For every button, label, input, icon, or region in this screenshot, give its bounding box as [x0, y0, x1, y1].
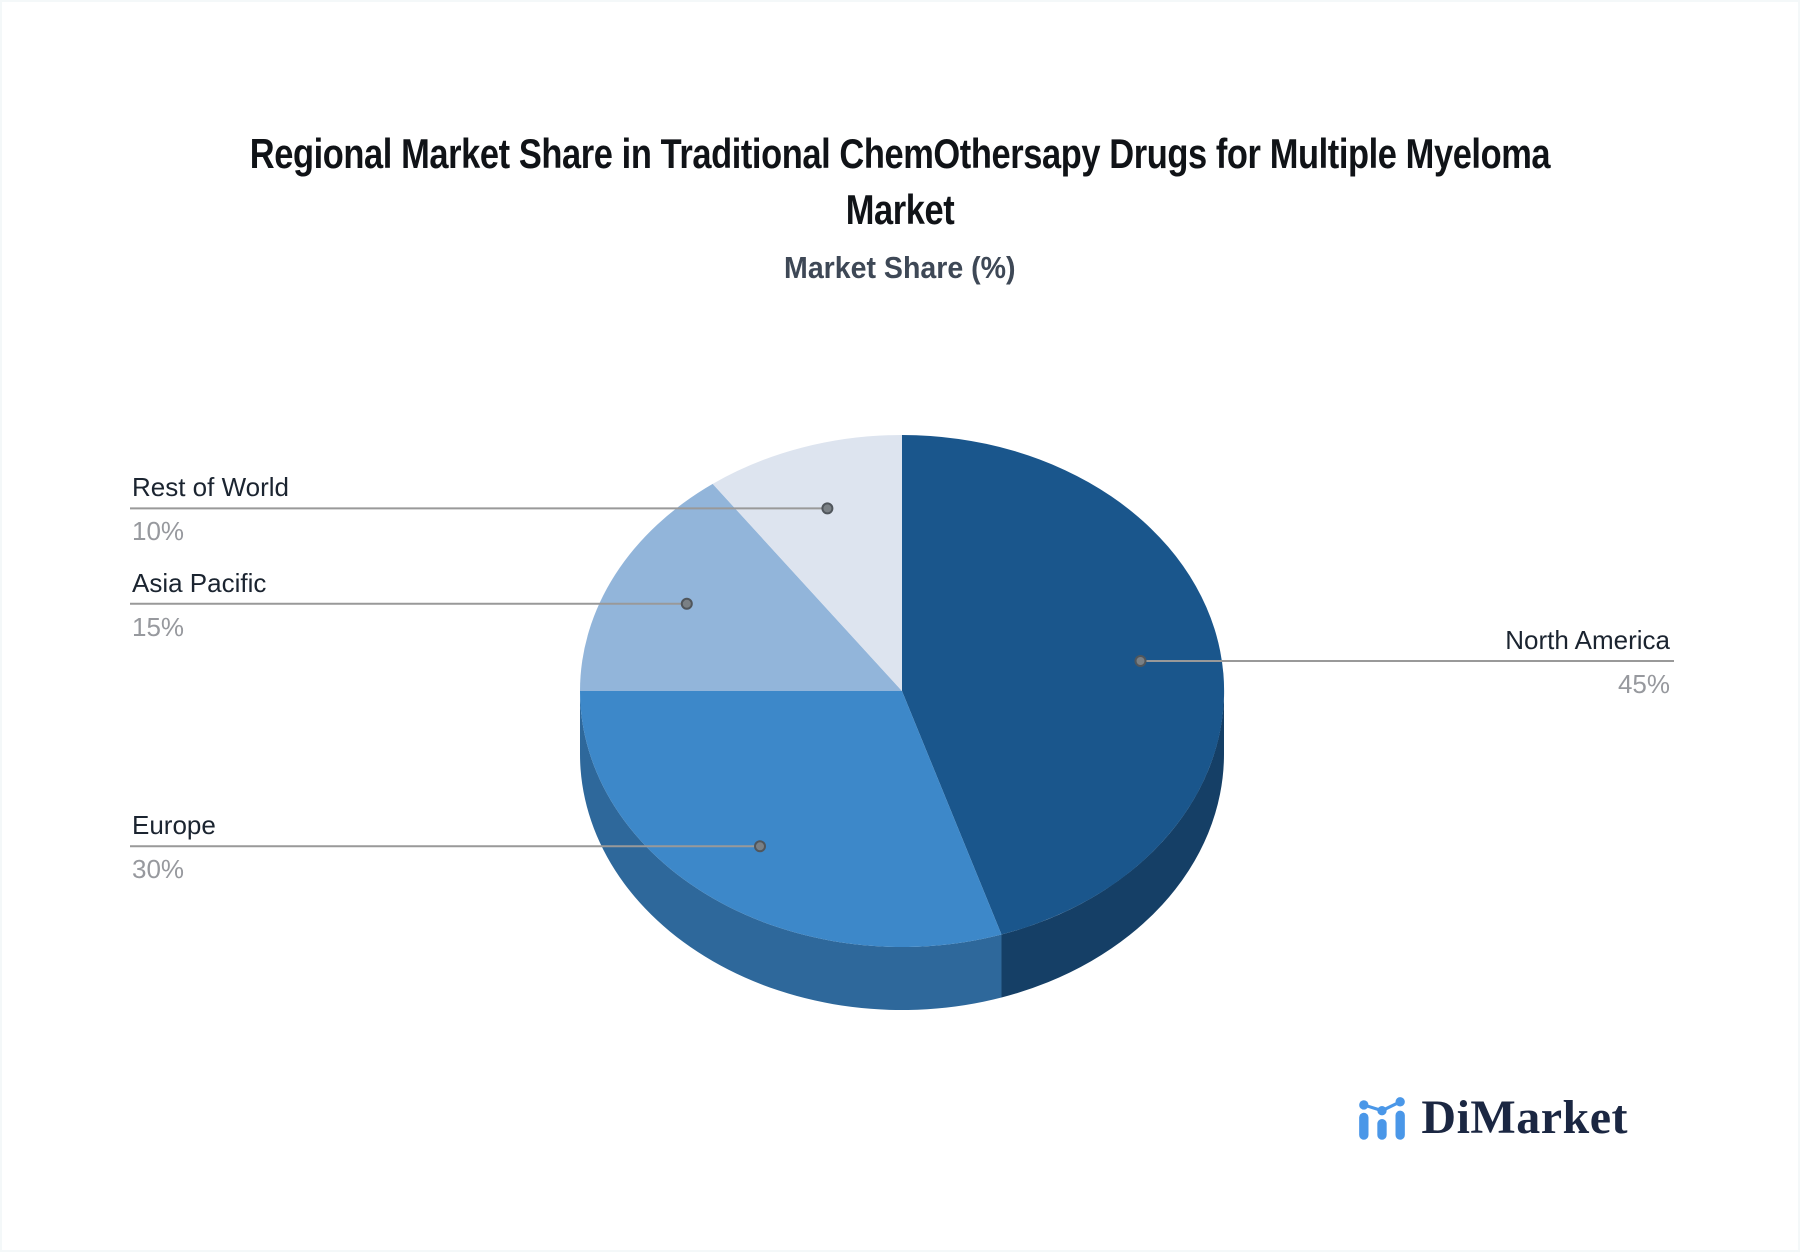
chart-title-line1: Regional Market Share in Traditional Che…: [249, 130, 1551, 177]
pie-slice-rest-of-world[interactable]: [712, 435, 902, 691]
pie-slice-side-north-america: [1001, 691, 1224, 998]
slice-value-asia-pacific: 15%: [132, 611, 185, 642]
slice-value-europe: 30%: [132, 854, 185, 885]
pie-slice-side-europe: [580, 691, 1002, 1011]
bar-chart-trend-icon: [1359, 1097, 1406, 1140]
slice-label-north-america: North America: [1505, 625, 1670, 655]
pie-slice-europe[interactable]: [580, 691, 1002, 948]
slice-value-rest-of-world: 10%: [132, 516, 185, 547]
slice-label-rest-of-world: Rest of World: [132, 472, 290, 503]
leader-dot-asia-pacific: [680, 597, 693, 610]
chart-title: Regional Market Share in Traditional Che…: [2, 126, 1798, 238]
slice-label-europe: Europe: [132, 810, 216, 841]
chart-title-line2: Market: [845, 186, 955, 233]
chart-subtitle: Market Share (%): [784, 250, 1016, 285]
pie-slice-asia-pacific[interactable]: [579, 483, 902, 691]
dimarket-logo-text: DiMarket: [1421, 1091, 1628, 1144]
leader-dot-rest-of-world: [821, 502, 834, 515]
leader-dot-europe: [754, 840, 766, 853]
pie-slice-north-america[interactable]: [902, 434, 1225, 935]
slice-value-north-america: 45%: [1617, 669, 1670, 699]
leader-dot-north-america: [1134, 655, 1147, 667]
dimarket-logo: DiMarket: [1355, 1092, 1628, 1144]
slice-label-asia-pacific: Asia Pacific: [132, 567, 267, 598]
